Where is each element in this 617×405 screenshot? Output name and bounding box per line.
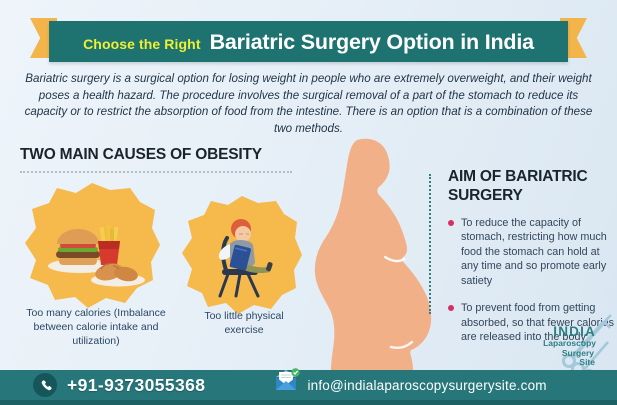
phone-contact[interactable]: +91-9373055368: [33, 373, 205, 397]
cause-caption-exercise: Too little physical exercise: [204, 310, 284, 337]
logo-line-surgery: Surgery: [561, 347, 594, 358]
dotted-divider: [429, 174, 431, 314]
aim-bullet-2: To prevent food from getting absorbed, s…: [448, 301, 616, 344]
site-logo: INDIA Laparoscopy Surgery Site: [512, 314, 616, 378]
intro-paragraph: Bariatric surgery is a surgical option f…: [24, 72, 593, 136]
sedentary-person-illustration: [182, 196, 302, 314]
phone-icon: [33, 373, 57, 397]
aim-bullet-list: To reduce the capacity of stomach, restr…: [448, 216, 616, 358]
email-icon: [273, 367, 301, 397]
aim-heading: AIM OF BARIATRIC SURGERY: [448, 168, 588, 205]
contact-bar: +91-9373055368 info@indialaparoscopysurg…: [0, 367, 617, 405]
logo-line-site: Site: [579, 357, 595, 368]
obese-body-silhouette: [314, 138, 432, 370]
aim-bullet-1: To reduce the capacity of stomach, restr…: [448, 216, 616, 288]
page-title: Bariatric Surgery Option in India: [209, 30, 535, 54]
header-pre-title: Choose the Right: [83, 36, 201, 52]
cause-caption-calories: Too many calories (Imbalance between cal…: [26, 307, 166, 348]
header-banner: Choose the Right Bariatric Surgery Optio…: [49, 21, 568, 62]
fast-food-illustration: [25, 183, 160, 308]
logo-line-india: INDIA: [553, 324, 596, 339]
phone-number: +91-9373055368: [67, 374, 206, 395]
causes-heading: TWO MAIN CAUSES OF OBESITY: [20, 145, 292, 174]
logo-line-laparoscopy: Laparoscopy: [543, 338, 596, 349]
logo-text: INDIA Laparoscopy Surgery Site: [512, 324, 596, 368]
email-address: info@indialaparoscopysurgerysite.com: [307, 377, 547, 393]
email-contact[interactable]: info@indialaparoscopysurgerysite.com: [273, 367, 547, 400]
